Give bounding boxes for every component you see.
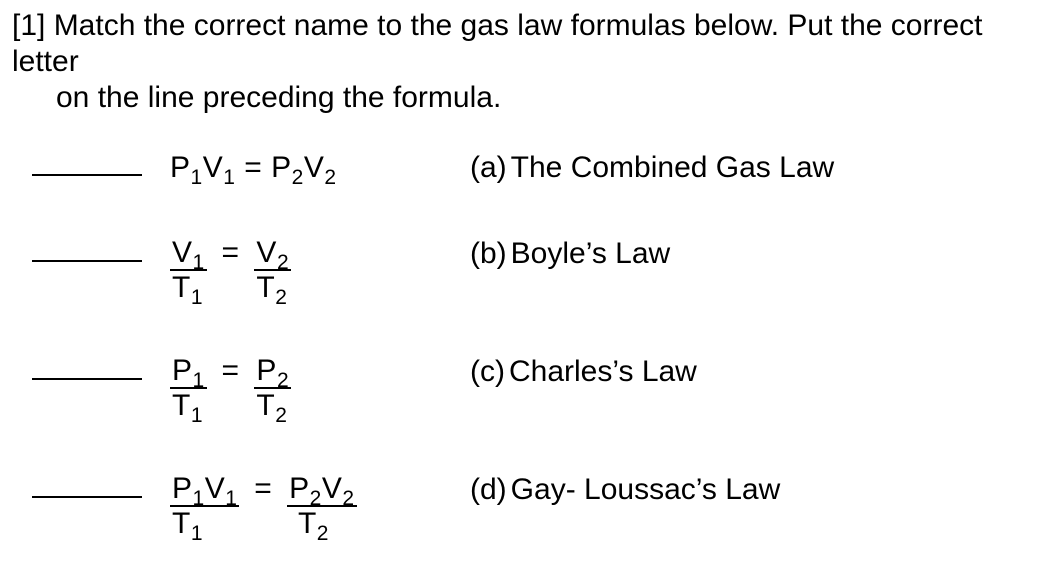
answer-letter: (c) bbox=[470, 355, 505, 388]
answer-blank[interactable] bbox=[32, 378, 142, 380]
formula: P1V1 = P2V2 bbox=[170, 148, 470, 186]
answer-text: Charles’s Law bbox=[509, 355, 697, 388]
answer-option: (a)The Combined Gas Law bbox=[470, 148, 834, 186]
answer-text: Gay- Loussac’s Law bbox=[511, 473, 781, 506]
answer-letter: (a) bbox=[470, 151, 507, 184]
answer-option: (c)Charles’s Law bbox=[470, 352, 697, 390]
answer-text: Boyle’s Law bbox=[511, 237, 671, 270]
instruction-line-1: [1] Match the correct name to the gas la… bbox=[12, 8, 1039, 80]
question-row: V1 T1 = V2 T2 (b)Boyle’s Law bbox=[32, 234, 1039, 304]
instruction-line-2: on the line preceding the formula. bbox=[12, 80, 1039, 116]
answer-option: (d)Gay- Loussac’s Law bbox=[470, 470, 780, 508]
question-rows: P1V1 = P2V2 (a)The Combined Gas Law V1 T… bbox=[12, 148, 1039, 540]
formula: P1 T1 = P2 T2 bbox=[170, 352, 470, 422]
instruction-block: [1] Match the correct name to the gas la… bbox=[12, 8, 1039, 116]
answer-letter: (b) bbox=[470, 237, 507, 270]
answer-option: (b)Boyle’s Law bbox=[470, 234, 670, 272]
question-row: P1V1 T1 = P2V2 T2 (d)Gay- Loussac’s Law bbox=[32, 470, 1039, 540]
answer-blank[interactable] bbox=[32, 174, 142, 176]
question-row: P1 T1 = P2 T2 (c)Charles’s Law bbox=[32, 352, 1039, 422]
answer-text: The Combined Gas Law bbox=[511, 151, 835, 184]
answer-blank[interactable] bbox=[32, 496, 142, 498]
formula: V1 T1 = V2 T2 bbox=[170, 234, 470, 304]
question-row: P1V1 = P2V2 (a)The Combined Gas Law bbox=[32, 148, 1039, 186]
answer-blank[interactable] bbox=[32, 260, 142, 262]
answer-letter: (d) bbox=[470, 473, 507, 506]
formula: P1V1 T1 = P2V2 T2 bbox=[170, 470, 470, 540]
